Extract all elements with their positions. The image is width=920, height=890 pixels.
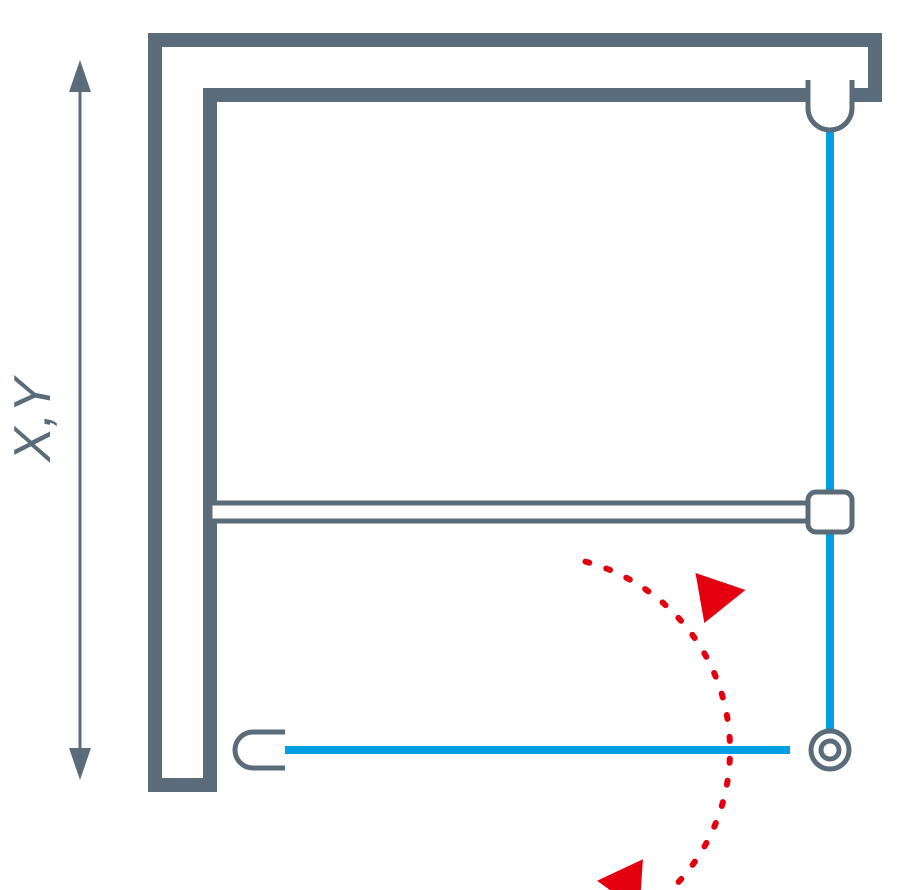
stabilizer-bar — [210, 503, 820, 521]
hinge-pivot-inner — [821, 741, 839, 759]
dimension-label: X,Y — [4, 375, 62, 463]
swing-arrowhead — [597, 859, 643, 890]
dimension-arrow-bottom — [69, 748, 91, 780]
dimension-arrow-top — [69, 60, 91, 92]
door-end-cap — [235, 732, 285, 768]
hinge-top-cap — [808, 80, 852, 130]
wall-lshape — [155, 40, 875, 785]
swing-arrowhead — [696, 573, 746, 623]
hinge-mid-block — [808, 492, 852, 532]
